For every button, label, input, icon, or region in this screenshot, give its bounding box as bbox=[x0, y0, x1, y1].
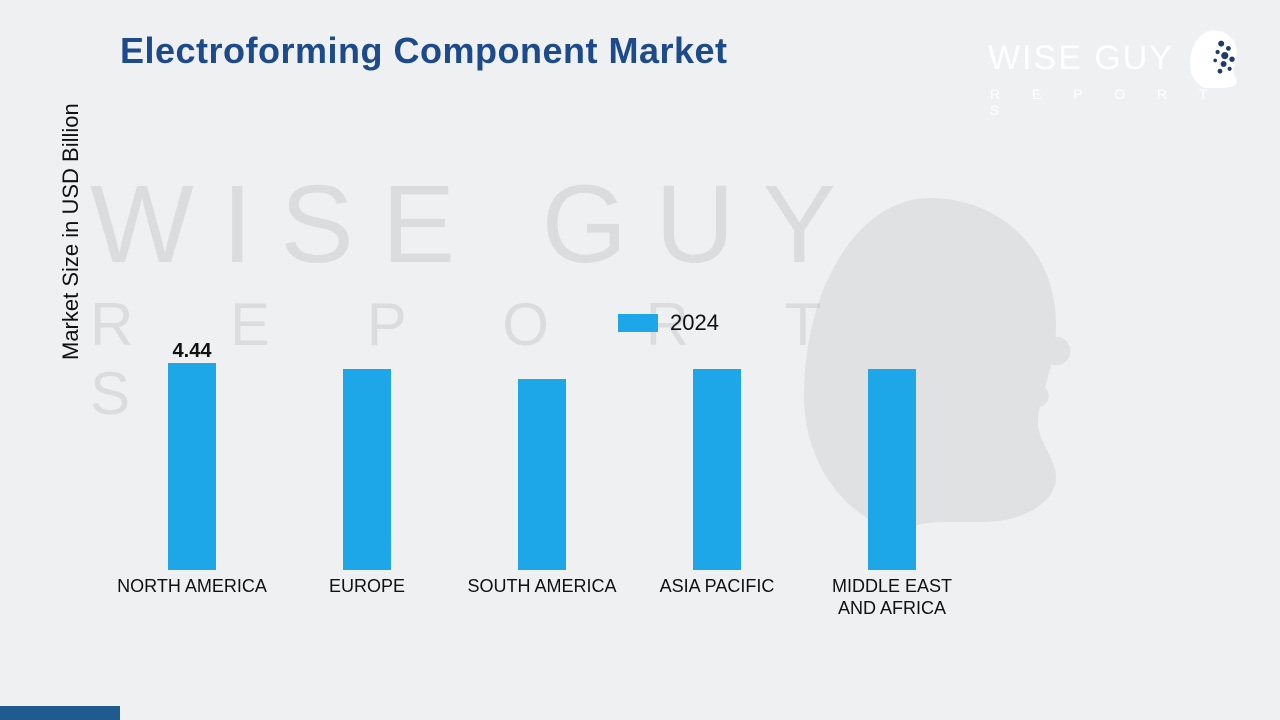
brand-line2: R E P O R T S bbox=[990, 86, 1254, 118]
brand-line1: WISE GUY bbox=[988, 39, 1174, 78]
bar bbox=[693, 369, 741, 570]
bar-value-label: 4.44 bbox=[132, 340, 252, 363]
y-axis-label: Market Size in USD Billion bbox=[58, 103, 84, 360]
infographic-stage: WISE GUY R E P O R T S Electroforming Co… bbox=[0, 0, 1280, 720]
bar bbox=[868, 369, 916, 570]
category-label: MIDDLE EAST AND AFRICA bbox=[812, 576, 972, 619]
bar-slot: SOUTH AMERICA bbox=[518, 379, 566, 570]
category-label: NORTH AMERICA bbox=[112, 576, 272, 598]
bar bbox=[343, 369, 391, 570]
brand-line1-row: WISE GUY bbox=[988, 28, 1254, 88]
bar-slot: 4.44NORTH AMERICA bbox=[168, 363, 216, 570]
bar-slot: MIDDLE EAST AND AFRICA bbox=[868, 369, 916, 570]
brand-logo: WISE GUY R E P O R T S bbox=[988, 28, 1254, 118]
category-label: SOUTH AMERICA bbox=[462, 576, 622, 598]
bar-slot: ASIA PACIFIC bbox=[693, 369, 741, 570]
accent-bar bbox=[0, 706, 120, 720]
plot-area: 4.44NORTH AMERICA EUROPE SOUTH AMERICA ASIA… bbox=[110, 150, 960, 570]
bar-chart: 4.44NORTH AMERICA EUROPE SOUTH AMERICA ASIA… bbox=[110, 150, 960, 570]
bar-slot: EUROPE bbox=[343, 369, 391, 570]
category-label: ASIA PACIFIC bbox=[637, 576, 797, 598]
bar bbox=[168, 363, 216, 570]
bar bbox=[518, 379, 566, 570]
category-label: EUROPE bbox=[287, 576, 447, 598]
brand-head-icon bbox=[1184, 28, 1244, 88]
chart-title: Electroforming Component Market bbox=[120, 30, 728, 72]
